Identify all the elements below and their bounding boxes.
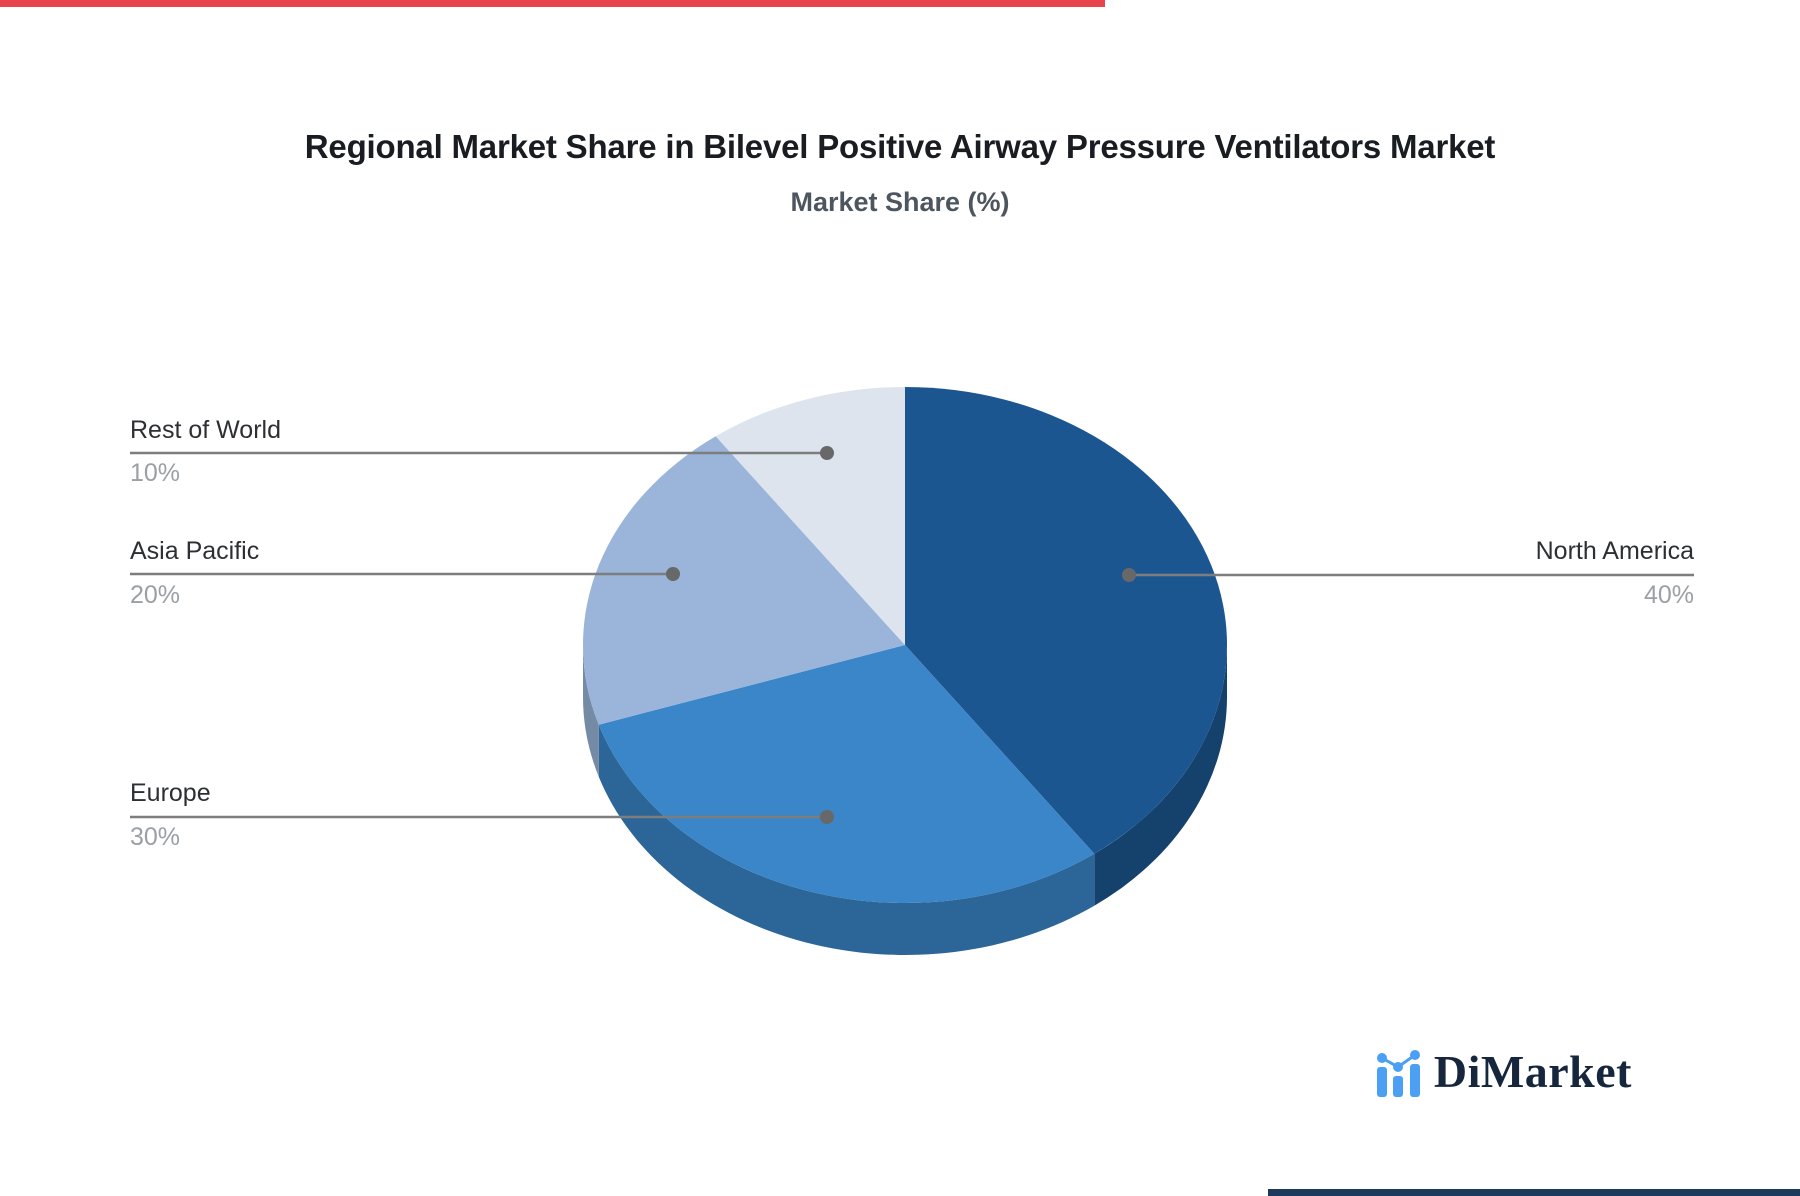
pie-slice-asia-pacific xyxy=(582,436,905,725)
slice-value-asia-pacific: 20% xyxy=(130,581,181,609)
logo-text: DiMarket xyxy=(1433,1046,1632,1097)
pie-slice-rest-of-world xyxy=(715,387,905,645)
callout-dot-north-america xyxy=(1122,568,1136,582)
slice-value-north-america: 40% xyxy=(1643,581,1694,609)
chart-subtitle: Market Share (%) xyxy=(790,187,1010,217)
callout-dot-europe xyxy=(820,810,834,824)
callout-dot-asia-pacific xyxy=(666,567,680,581)
dimarket-logo: DiMarket xyxy=(1376,1045,1632,1098)
chart-title: Regional Market Share in Bilevel Positiv… xyxy=(304,128,1496,165)
slice-label-north-america: North America xyxy=(1535,537,1694,565)
logo-bar-chart-icon xyxy=(1376,1049,1420,1097)
callout-dot-rest-of-world xyxy=(820,446,834,460)
bottom-accent-bar xyxy=(1268,1189,1800,1196)
slice-label-europe: Europe xyxy=(130,779,211,807)
pie-slice-side-europe xyxy=(598,724,1095,956)
pie-slice-europe xyxy=(598,645,1095,904)
slice-label-asia-pacific: Asia Pacific xyxy=(130,537,260,565)
pie-slice-side-north-america xyxy=(1094,645,1228,906)
pie-slice-north-america xyxy=(905,387,1228,854)
slice-value-europe: 30% xyxy=(130,823,181,851)
top-accent-bar xyxy=(0,0,1105,7)
slice-value-rest-of-world: 10% xyxy=(130,459,181,487)
slice-label-rest-of-world: Rest of World xyxy=(130,416,281,444)
chart-header: Regional Market Share in Bilevel Positiv… xyxy=(0,128,1800,218)
pie-slice-side-asia-pacific xyxy=(583,645,599,777)
